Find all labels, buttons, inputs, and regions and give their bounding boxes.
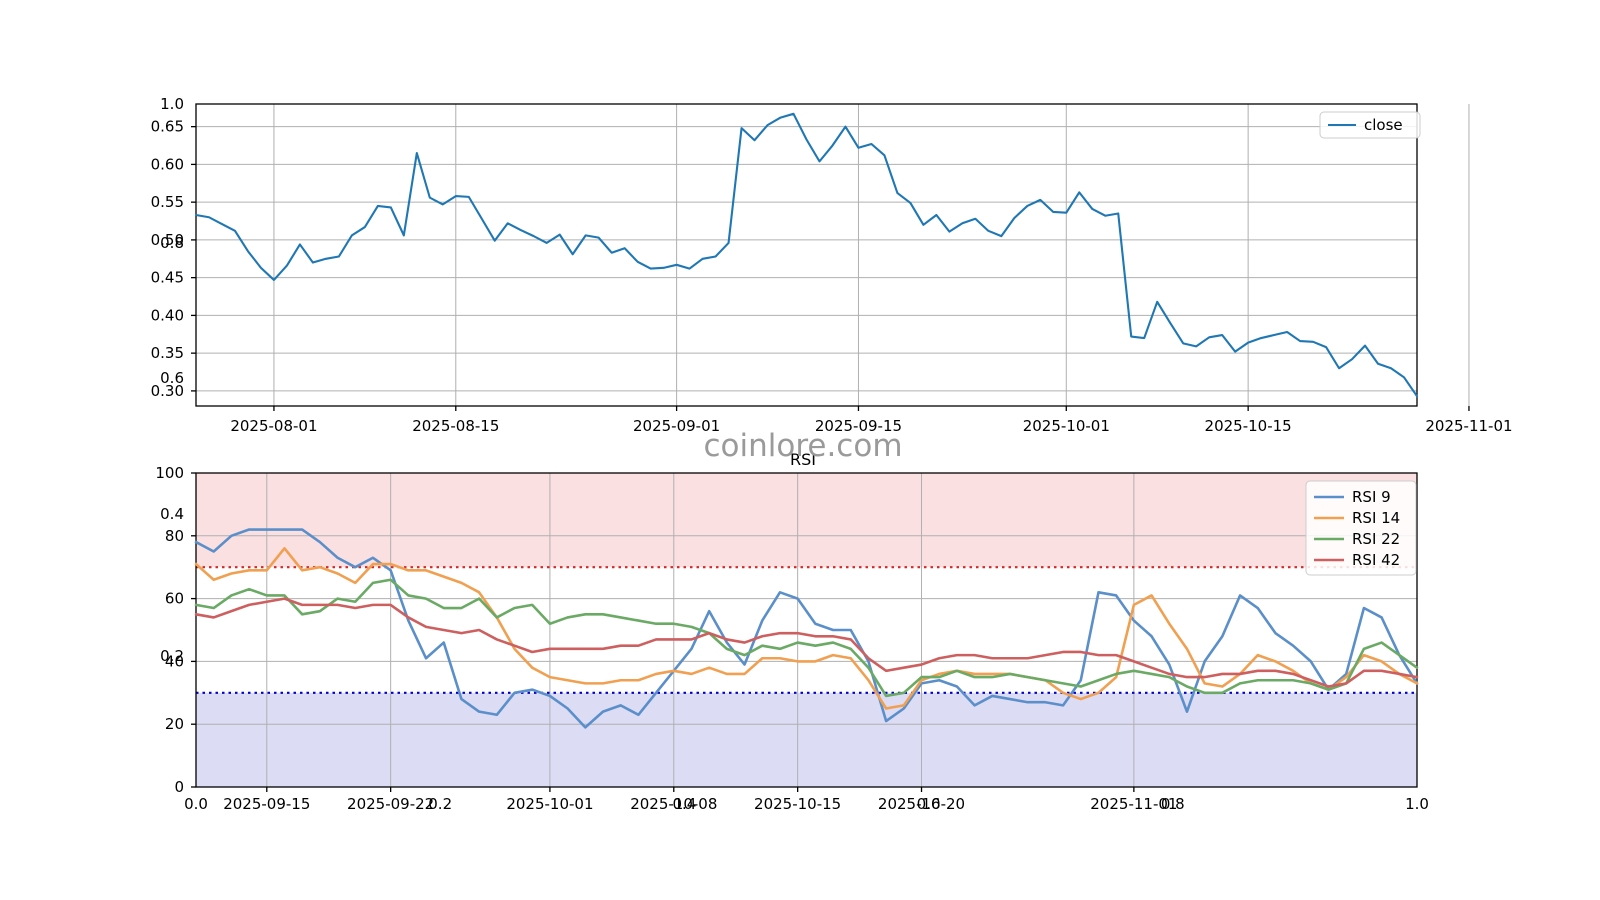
rsi-line-rsi-42: [194, 597, 1419, 688]
price-x-tick-label: 2025-08-01: [230, 417, 317, 435]
rsi-y-tick-label: 0: [174, 778, 184, 796]
rsi-legend-box: [1305, 480, 1417, 576]
price-y-tick-label: 0.60: [151, 155, 184, 173]
rsi-x-tick-label-secondary: 0.6: [917, 795, 941, 813]
rsi-x-tick-label-secondary: 0.8: [1161, 795, 1185, 813]
rsi-x-tick-label: 2025-09-22: [347, 795, 434, 813]
rsi-x-tick-label: 2025-10-20: [878, 795, 965, 813]
rsi-x-tick-label: 2025-10-15: [754, 795, 841, 813]
price-x-tick-label: 2025-11-01: [1425, 417, 1512, 435]
rsi-chart-panel: 0 20 40 60 80 100 0.2 0.4 2025-09-15 2025-09-22 20…: [155, 450, 1429, 813]
rsi-axes-frame: [195, 472, 1418, 788]
rsi-legend-label-rsi-42: RSI 42: [1352, 551, 1400, 569]
price-y-tick-label: 0.55: [151, 193, 184, 211]
close-price-line: [194, 112, 1419, 398]
rsi-legend-label-rsi-14: RSI 14: [1352, 509, 1400, 527]
price-y-tick-label: 0.35: [151, 344, 184, 362]
rsi-legend-label-rsi-22: RSI 22: [1352, 530, 1400, 548]
price-axes-frame: [195, 103, 1418, 407]
price-plot-area: [196, 104, 1417, 406]
price-x-tick-label: 2025-08-15: [412, 417, 499, 435]
rsi-x-tick-label: 2025-10-08: [630, 795, 717, 813]
price-y-tick-label-secondary: 0.8: [160, 234, 184, 252]
price-x-tick-label: 2025-09-01: [633, 417, 720, 435]
rsi-x-tick-label: 2025-09-15: [223, 795, 310, 813]
price-y-tick-label: 0.30: [151, 382, 184, 400]
rsi-panel-title: RSI: [790, 450, 816, 469]
rsi-y-tick-label-secondary: 0.2: [160, 647, 184, 665]
rsi-x-tick-label: 2025-10-01: [506, 795, 593, 813]
price-legend-label-close: close: [1364, 116, 1403, 134]
rsi-y-tick-label: 80: [165, 527, 184, 545]
rsi-line-rsi-14: [194, 547, 1419, 710]
price-y-tick-label-secondary: 1.0: [160, 95, 184, 113]
rsi-band-undefined: [196, 692, 1417, 787]
rsi-line-rsi-22: [194, 578, 1419, 698]
rsi-y-tick-label: 40: [165, 652, 184, 670]
rsi-y-tick-label: 100: [155, 464, 184, 482]
rsi-x-tick-label: 2025-11-01: [1090, 795, 1177, 813]
rsi-x-tick-label-secondary: 1.0: [1405, 795, 1429, 813]
price-chart-panel: 0.30 0.35 0.40 0.45 0.50 0.55 0.60 0.65 0.6 0.8 1.…: [151, 95, 1513, 435]
rsi-x-tick-label-secondary: 0.4: [672, 795, 696, 813]
price-x-tick-label: 2025-10-01: [1023, 417, 1110, 435]
rsi-y-tick-label-secondary: 0.4: [160, 505, 184, 523]
watermark-layer: coinlore.com: [703, 428, 902, 464]
rsi-x-tick-label-secondary: 0.2: [428, 795, 452, 813]
rsi-y-tick-label: 20: [165, 715, 184, 733]
rsi-legend-label-rsi-9: RSI 9: [1352, 488, 1391, 506]
price-y-tick-label: 0.65: [151, 118, 184, 136]
price-x-tick-label: 2025-09-15: [815, 417, 902, 435]
rsi-line-rsi-9: [194, 528, 1419, 729]
price-y-tick-label: 0.45: [151, 269, 184, 287]
price-y-tick-label: 0.40: [151, 306, 184, 324]
rsi-x-tick-label-secondary: 0.0: [184, 795, 208, 813]
price-y-tick-label-secondary: 0.6: [160, 369, 184, 387]
rsi-band-undefined: [196, 473, 1417, 568]
watermark-text: coinlore.com: [703, 428, 902, 464]
rsi-y-tick-label: 60: [165, 590, 184, 608]
price-legend-box: [1319, 111, 1421, 139]
price-x-tick-label: 2025-10-15: [1205, 417, 1292, 435]
price-y-tick-label: 0.50: [151, 231, 184, 249]
